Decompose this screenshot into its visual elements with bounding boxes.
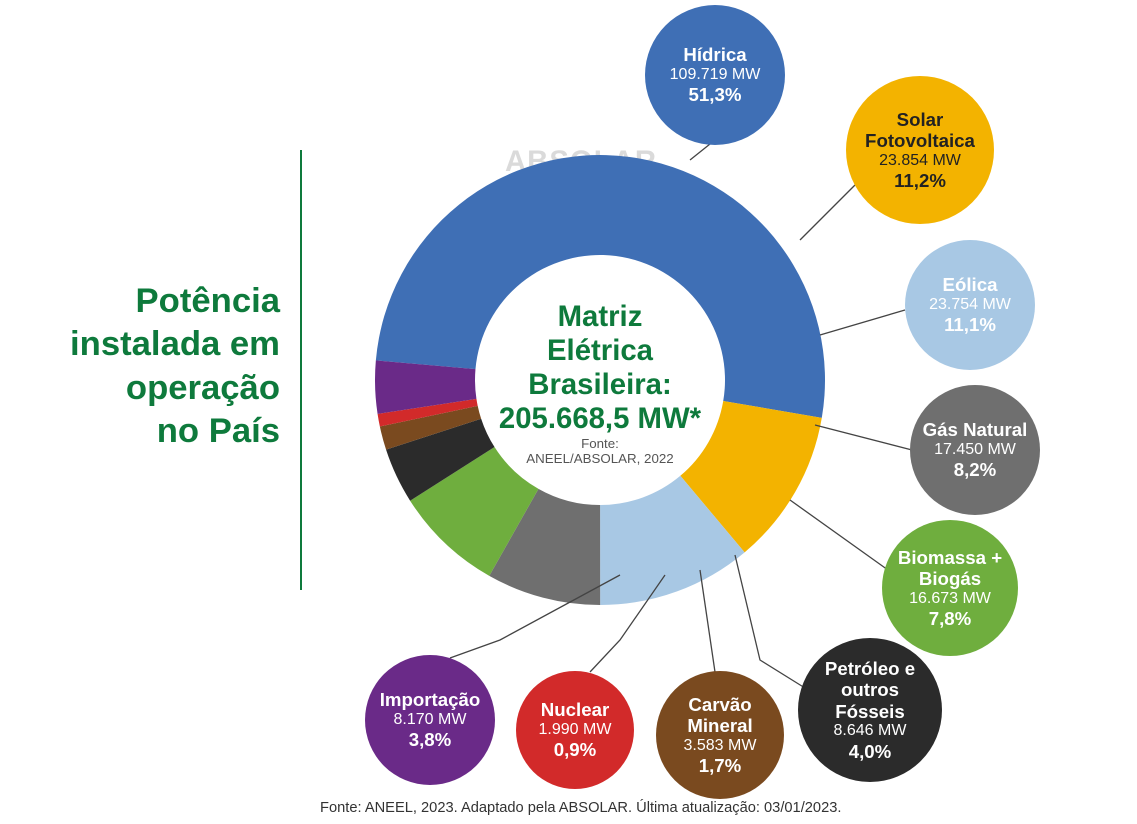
bubble-pct: 3,8% [409, 729, 452, 750]
label-bubble-0: Hídrica109.719 MW51,3% [645, 5, 785, 145]
footer-source: Fonte: ANEEL, 2023. Adaptado pela ABSOLA… [320, 800, 841, 816]
bubble-mw: 23.854 MW [879, 152, 961, 170]
bubble-mw: 8.646 MW [834, 722, 907, 740]
leader-line-2 [820, 310, 905, 335]
bubble-pct: 51,3% [689, 84, 742, 105]
bubble-mw: 23.754 MW [929, 296, 1011, 314]
bubble-name: Biomassa + Biogás [882, 547, 1018, 590]
bubble-mw: 8.170 MW [394, 711, 467, 729]
bubble-pct: 4,0% [849, 741, 892, 762]
bubble-name: Hídrica [675, 44, 754, 65]
side-title-line-1: Potência [136, 282, 280, 320]
bubble-name: Importação [372, 689, 489, 710]
vertical-separator [300, 150, 302, 590]
bubble-name: Petróleo e outros Fósseis [798, 658, 942, 722]
label-bubble-7: Nuclear1.990 MW0,9% [516, 671, 634, 789]
side-title-line-4: no País [157, 412, 280, 450]
donut-chart [370, 150, 830, 610]
bubble-pct: 1,7% [699, 755, 742, 776]
bubble-mw: 3.583 MW [684, 737, 757, 755]
side-title: Potência instalada em operação no País [20, 280, 280, 453]
bubble-name: Carvão Mineral [656, 694, 784, 737]
bubble-name: Gás Natural [915, 419, 1036, 440]
bubble-pct: 7,8% [929, 608, 972, 629]
label-bubble-4: Biomassa + Biogás16.673 MW7,8% [882, 520, 1018, 656]
side-title-line-3: operação [126, 369, 280, 407]
label-bubble-6: Carvão Mineral3.583 MW1,7% [656, 671, 784, 799]
bubble-mw: 109.719 MW [670, 66, 761, 84]
label-bubble-5: Petróleo e outros Fósseis8.646 MW4,0% [798, 638, 942, 782]
bubble-mw: 17.450 MW [934, 441, 1016, 459]
side-title-line-2: instalada em [70, 325, 280, 363]
label-bubble-3: Gás Natural17.450 MW8,2% [910, 385, 1040, 515]
label-bubble-1: Solar Fotovoltaica23.854 MW11,2% [846, 76, 994, 224]
bubble-name: Solar Fotovoltaica [846, 109, 994, 152]
bubble-mw: 1.990 MW [539, 721, 612, 739]
label-bubble-8: Importação8.170 MW3,8% [365, 655, 495, 785]
label-bubble-2: Eólica23.754 MW11,1% [905, 240, 1035, 370]
bubble-name: Eólica [935, 274, 1006, 295]
bubble-name: Nuclear [533, 699, 617, 720]
bubble-pct: 8,2% [954, 459, 997, 480]
bubble-pct: 0,9% [554, 739, 597, 760]
bubble-pct: 11,1% [944, 314, 996, 335]
bubble-mw: 16.673 MW [909, 590, 991, 608]
bubble-pct: 11,2% [894, 170, 946, 191]
